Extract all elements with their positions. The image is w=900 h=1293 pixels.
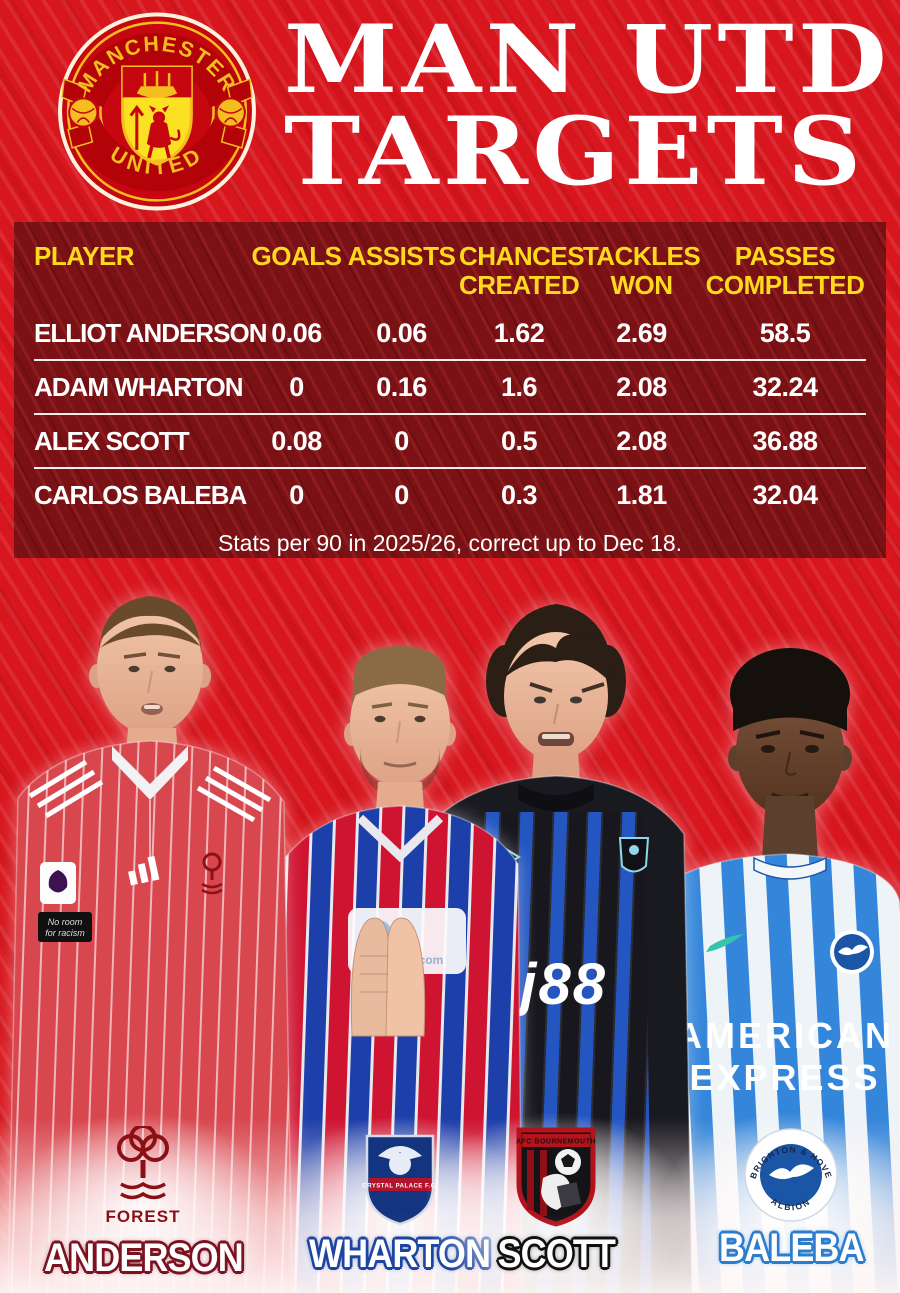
shirt-sponsor-baleba-line1: AMERICAN [676, 1015, 894, 1056]
header-label: CREATED [459, 269, 580, 300]
crest-devil-icon [129, 104, 181, 159]
table-row-baleba: CARLOS BALEBA 0 0 0.3 1.81 32.04 [34, 467, 866, 521]
patch-text-line1: No room [48, 917, 83, 927]
table-row-scott: ALEX SCOTT 0.08 0 0.5 2.08 36.88 [34, 413, 866, 467]
header-cell-tackles: TACKLES WON [579, 242, 704, 299]
manutd-crest-svg: MANCHESTER UNITED [58, 12, 256, 211]
cell-tackles: 1.81 [616, 479, 667, 510]
club-cluster-brighton: BRIGHTON & HOVE ALBION BALEBA [658, 1112, 900, 1293]
crest-football-left-icon [68, 97, 99, 128]
patch-text-line2: for racism [45, 928, 85, 938]
table-row-anderson: ELLIOT ANDERSON 0.06 0.06 1.62 2.69 58.5 [34, 307, 866, 359]
cell-passes: 58.5 [759, 317, 811, 348]
cell-goals: 0 [289, 479, 304, 510]
cell-chances: 0.5 [500, 425, 538, 456]
club-cluster-forest: FOREST ANDERSON [10, 1112, 276, 1293]
cell-chances: 1.62 [493, 317, 545, 348]
cell-player-name: CARLOS BALEBA [34, 479, 247, 510]
cell-player-name: ADAM WHARTON [34, 371, 244, 402]
header-cell-goals: GOALS [249, 242, 344, 299]
header-label: PASSES [734, 241, 836, 271]
header-label: PLAYER [34, 241, 135, 271]
cell-chances: 1.6 [500, 371, 538, 402]
header-cell-chances: CHANCES CREATED [459, 242, 585, 300]
wharton-praying-hands [350, 917, 426, 1037]
cell-passes: 36.88 [752, 425, 818, 456]
adidas-logo-icon [128, 855, 160, 886]
page-title-line1: MAN UTD [284, 5, 892, 115]
badge-label-forest: FOREST [106, 1207, 181, 1226]
header-label: ASSISTS [347, 241, 456, 271]
header-label: COMPLETED [705, 269, 865, 300]
club-cluster-bournemouth: AFC BOURNEMOUTH SCOTT [423, 1112, 689, 1293]
cell-goals: 0.08 [271, 425, 322, 456]
crest-football-right-icon [215, 97, 246, 128]
player-name-scott: SCOTT [497, 1232, 615, 1276]
cell-goals: 0 [289, 371, 304, 402]
cell-assists: 0 [394, 425, 409, 456]
nike-swoosh-icon [706, 934, 744, 952]
header-label: TACKLES [582, 241, 701, 271]
bournemouth-shirt-crest-icon [618, 837, 650, 873]
cell-tackles: 2.08 [616, 425, 667, 456]
cell-player-name: ELLIOT ANDERSON [34, 317, 267, 348]
premier-league-patch-icon [40, 862, 76, 904]
player-name-anderson: ANDERSON [43, 1236, 244, 1280]
header-cell-passes: PASSES COMPLETED [704, 242, 866, 299]
club-badge-forest-icon: FOREST [106, 1126, 181, 1226]
cell-chances: 0.3 [500, 479, 538, 510]
header-label: CHANCES [459, 241, 585, 271]
cell-tackles: 2.08 [616, 371, 667, 402]
header-label: WON [610, 269, 673, 300]
table-row-wharton: ADAM WHARTON 0 0.16 1.6 2.08 32.24 [34, 359, 866, 413]
cell-goals: 0.06 [271, 317, 322, 348]
no-room-for-racism-patch: No room for racism [38, 912, 92, 942]
header-cell-player: PLAYER [34, 242, 249, 299]
header-label: GOALS [251, 241, 342, 271]
player-name-baleba: BALEBA [718, 1226, 865, 1270]
cell-player-name: ALEX SCOTT [34, 425, 190, 456]
shirt-sponsor-baleba-line2: EXPRESS [689, 1057, 880, 1098]
stats-footnote: Stats per 90 in 2025/26, correct up to D… [217, 530, 683, 557]
crest-shield [121, 65, 193, 166]
club-badge-bournemouth-icon: AFC BOURNEMOUTH [516, 1127, 596, 1227]
badge-label-bournemouth: AFC BOURNEMOUTH [516, 1139, 596, 1146]
club-badge-brighton-icon: BRIGHTON & HOVE ALBION [744, 1128, 838, 1222]
stats-panel: PLAYER GOALS ASSISTS CHANCES CREATED TAC… [14, 222, 886, 558]
table-header-row: PLAYER GOALS ASSISTS CHANCES CREATED TAC… [34, 242, 866, 299]
forest-shirt-crest-icon [201, 852, 223, 895]
cell-assists: 0.06 [376, 317, 427, 348]
page-title: MAN UTD TARGETS [284, 5, 892, 208]
cell-assists: 0 [394, 479, 409, 510]
brighton-shirt-crest-icon [830, 930, 874, 974]
cell-assists: 0.16 [376, 371, 427, 402]
header-cell-assists: ASSISTS [344, 242, 459, 299]
cell-passes: 32.24 [752, 371, 818, 402]
cell-tackles: 2.69 [616, 317, 667, 348]
manutd-crest-icon: MANCHESTER UNITED [56, 8, 258, 216]
page-title-line2: TARGETS [284, 97, 866, 208]
cell-passes: 32.04 [752, 479, 818, 510]
